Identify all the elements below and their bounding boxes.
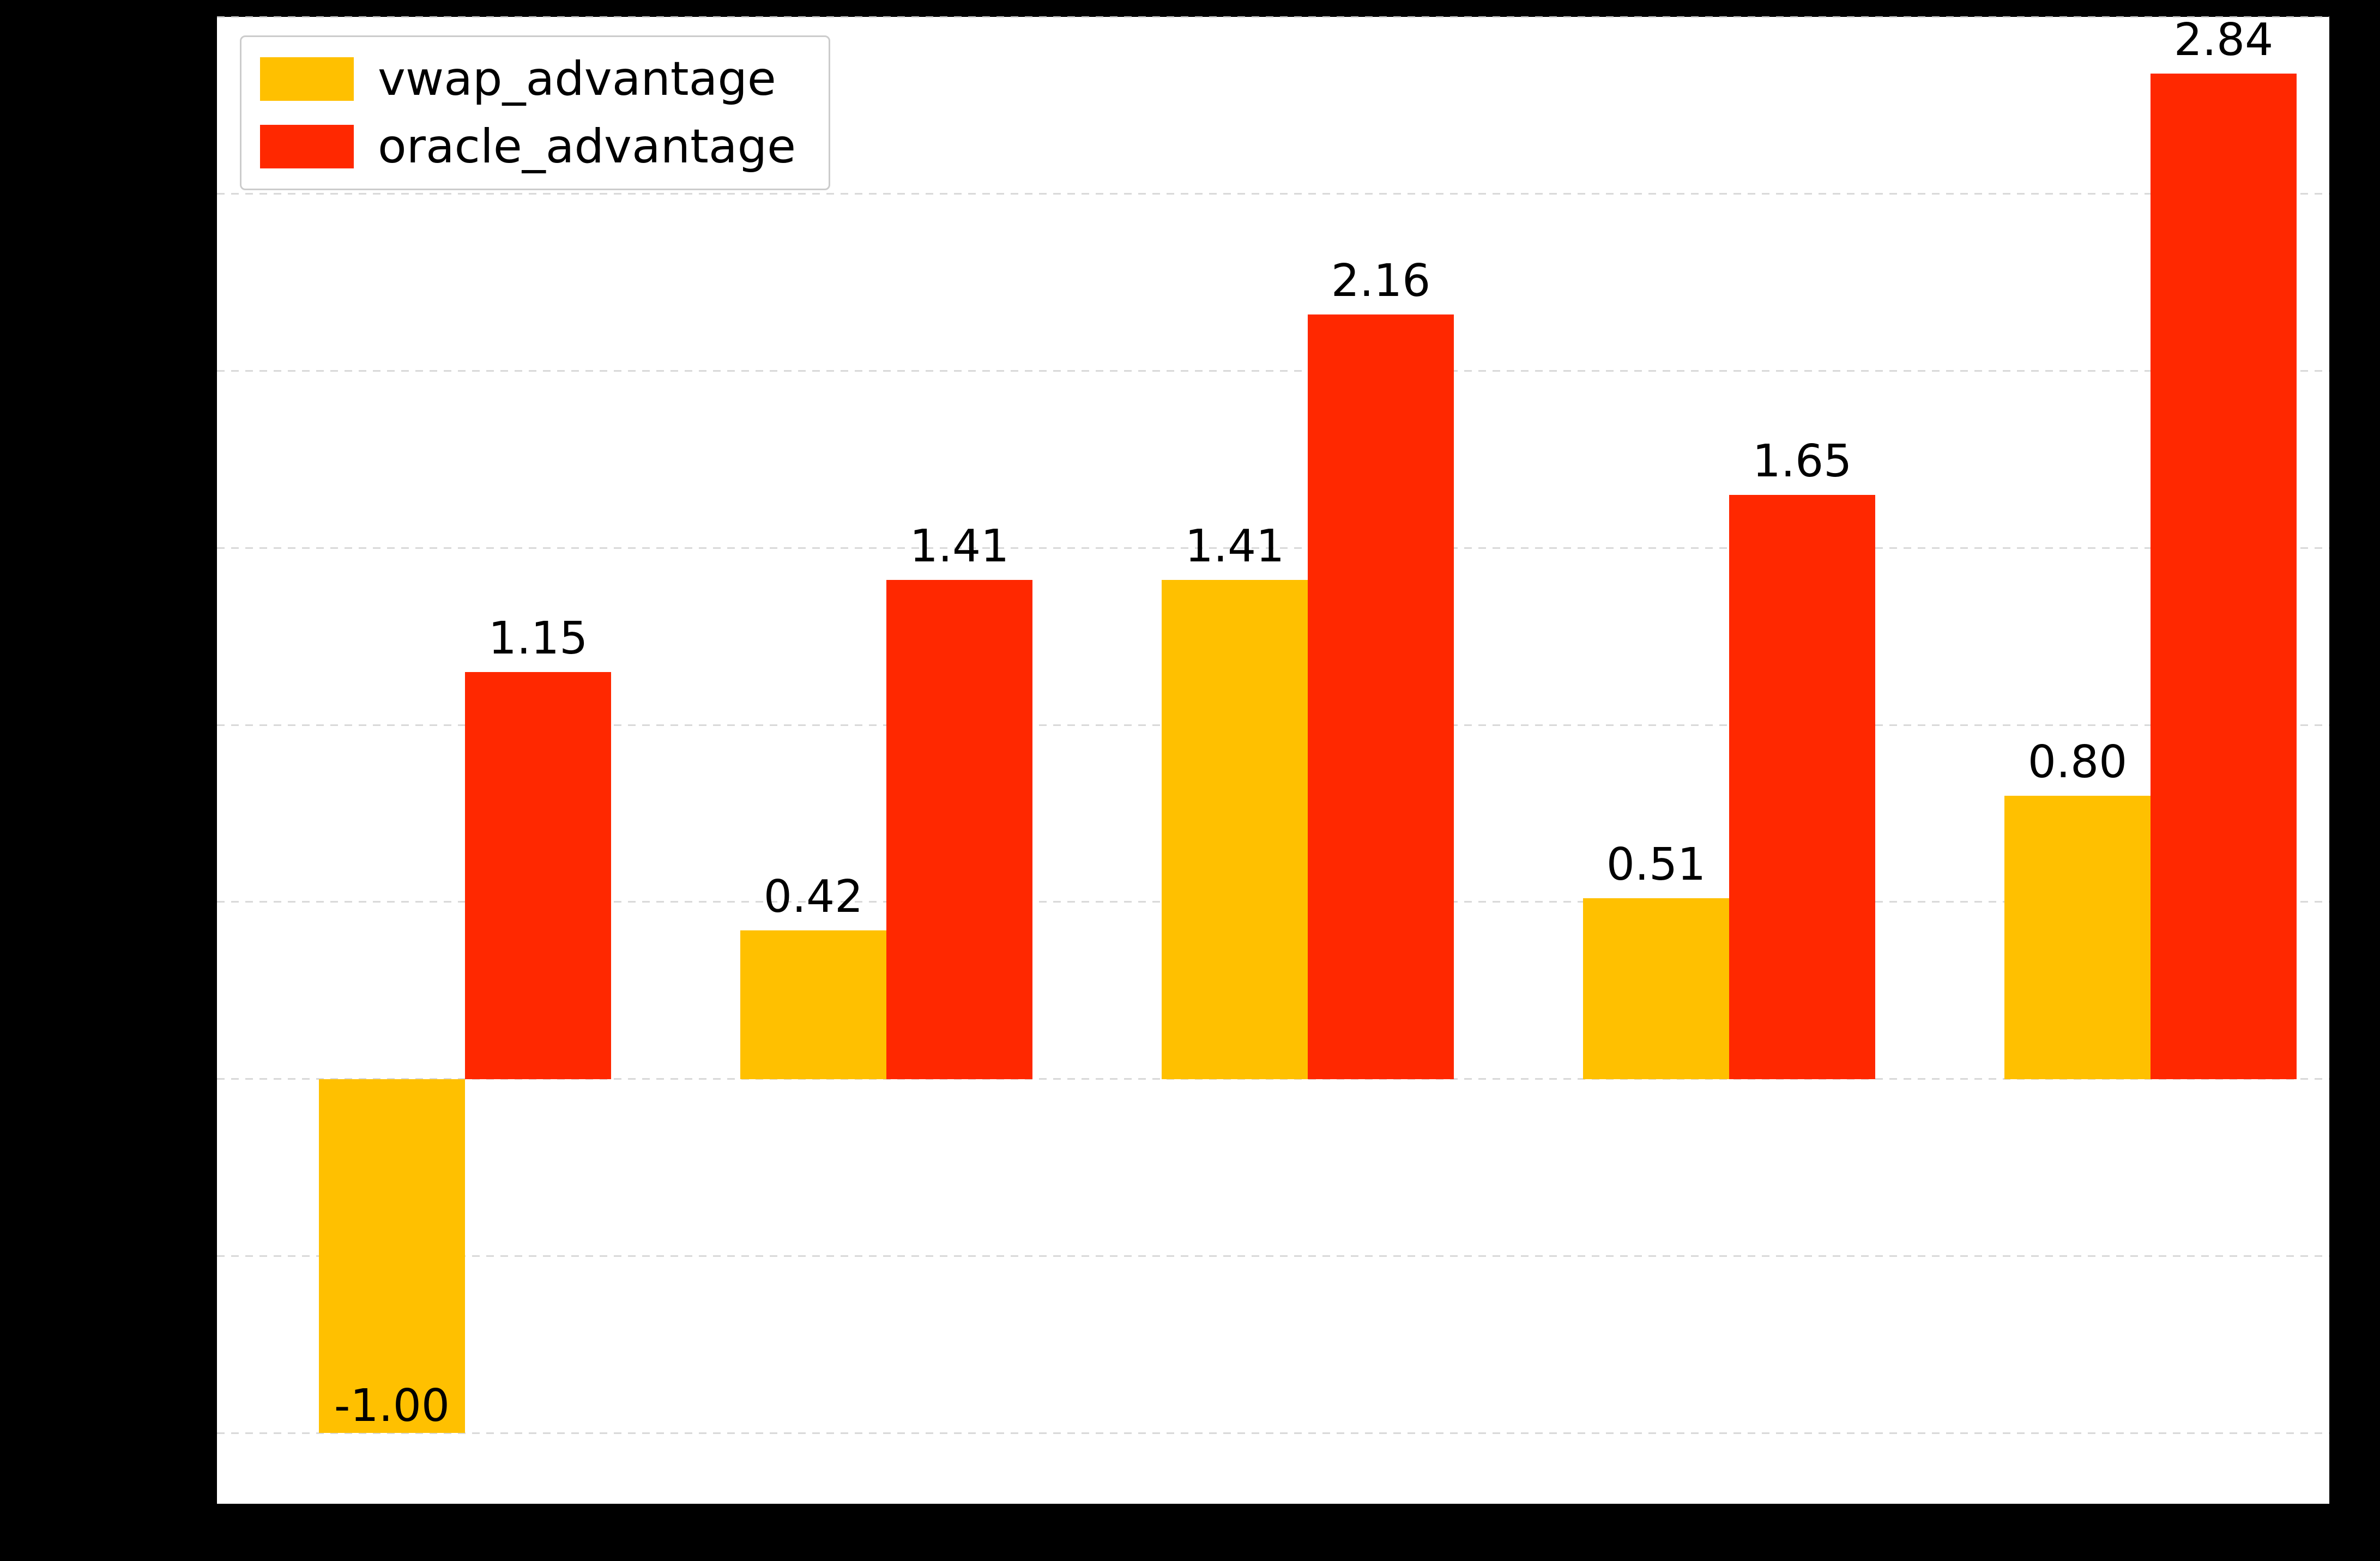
gridline [217, 1255, 2329, 1257]
value-label-oracle_advantage-4: 1.65 [1752, 435, 1852, 487]
value-label-oracle_advantage-3: 2.16 [1331, 255, 1431, 307]
bar-vwap_advantage-5 [2004, 795, 2151, 1079]
legend-item-oracle-advantage: oracle_advantage [260, 123, 796, 170]
bar-oracle_advantage-1 [465, 671, 611, 1079]
bar-oracle_advantage-4 [1729, 494, 1875, 1079]
bar-vwap_advantage-2 [740, 930, 886, 1079]
gridline [217, 1078, 2329, 1080]
bar-oracle_advantage-5 [2151, 73, 2297, 1079]
bar-vwap_advantage-4 [1583, 898, 1729, 1079]
gridline [217, 16, 2329, 18]
value-label-vwap_advantage-4: 0.51 [1606, 839, 1706, 891]
bar-oracle_advantage-3 [1308, 314, 1454, 1079]
legend: vwap_advantage oracle_advantage [240, 35, 831, 190]
gridline [217, 193, 2329, 195]
bar-oracle_advantage-2 [886, 579, 1032, 1079]
value-label-oracle_advantage-1: 1.15 [488, 612, 588, 664]
gridline [217, 370, 2329, 372]
legend-label-vwap-advantage: vwap_advantage [378, 52, 776, 106]
value-label-oracle_advantage-2: 1.41 [909, 520, 1010, 572]
legend-swatch-vwap-advantage [260, 57, 354, 101]
legend-swatch-oracle-advantage [260, 125, 354, 168]
value-label-oracle_advantage-5: 2.84 [2173, 14, 2274, 66]
value-label-vwap_advantage-5: 0.80 [2027, 736, 2128, 788]
gridline [217, 1432, 2329, 1434]
bar-vwap_advantage-3 [1162, 579, 1308, 1079]
legend-item-vwap-advantage: vwap_advantage [260, 56, 796, 102]
value-label-vwap_advantage-1: -1.00 [334, 1380, 450, 1432]
value-label-vwap_advantage-3: 1.41 [1185, 520, 1285, 572]
gridline [217, 547, 2329, 549]
bar-vwap_advantage-1 [319, 1079, 465, 1433]
legend-label-oracle-advantage: oracle_advantage [378, 119, 796, 174]
plot-area: -1.00 0.42 1.41 0.51 0.80 1.15 1.41 2.16 1.65 2.8… [215, 15, 2331, 1505]
value-label-vwap_advantage-2: 0.42 [763, 870, 863, 923]
